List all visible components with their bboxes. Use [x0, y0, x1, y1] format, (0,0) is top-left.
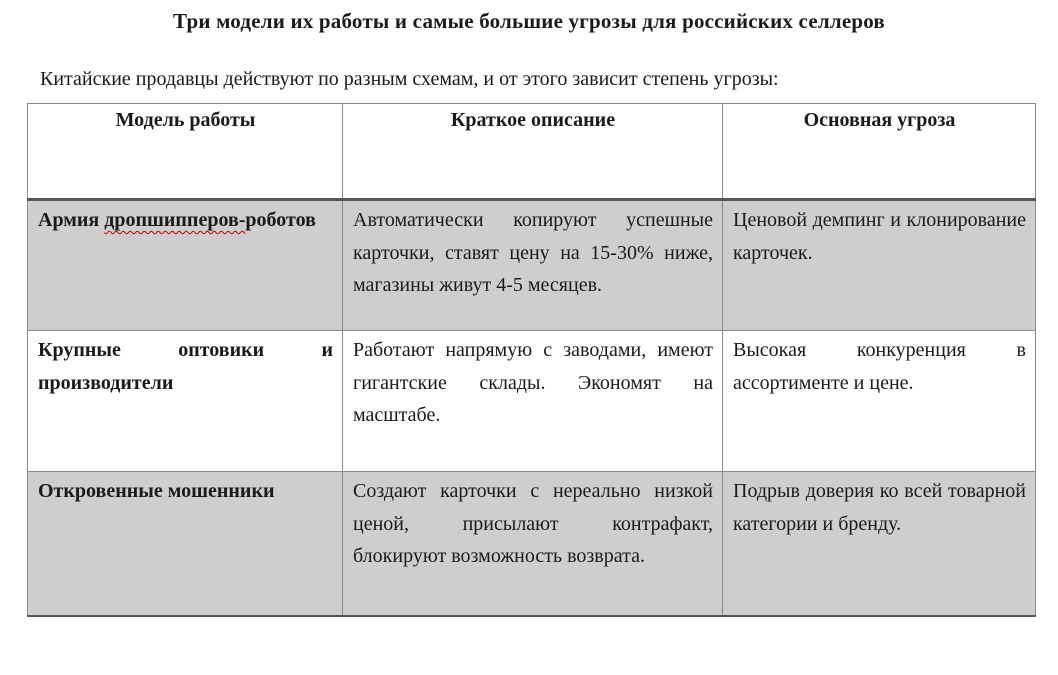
column-header-model: Модель работы [27, 103, 343, 201]
model-cell: Крупные оптовики и производители [27, 330, 343, 472]
table-header-row: Модель работы Краткое описание Основная … [27, 103, 1036, 201]
model-cell: Армия дропшипперов-роботов [27, 199, 343, 331]
model-cell: Откровенные мошенники [27, 471, 343, 617]
misspelled-word: дропшипперов- [104, 209, 246, 231]
work-models-table: Модель работы Краткое описание Основная … [27, 103, 1036, 617]
intro-paragraph: Китайские продавцы действуют по разным с… [40, 68, 779, 90]
threat-cell: Высокая конкуренция в ассортименте и цен… [722, 330, 1036, 472]
table-row-fraudsters: Откровенные мошенники Создают карточки с… [27, 471, 1036, 617]
table-row-wholesalers: Крупные оптовики и производители Работаю… [27, 330, 1036, 472]
description-cell: Автоматически копируют успешные карточки… [342, 199, 723, 331]
column-header-threat: Основная угроза [722, 103, 1036, 201]
threat-cell: Ценовой демпинг и клонирование карточек. [722, 199, 1036, 331]
page-title: Три модели их работы и самые большие угр… [173, 9, 885, 33]
table-row-dropshippers: Армия дропшипперов-роботов Автоматически… [27, 199, 1036, 331]
model-text: роботов [245, 209, 316, 231]
model-text: Армия [38, 209, 100, 231]
column-header-description: Краткое описание [342, 103, 723, 201]
description-cell: Работают напрямую с заводами, имеют гига… [342, 330, 723, 472]
threat-cell: Подрыв доверия ко всей товарной категори… [722, 471, 1036, 617]
description-cell: Создают карточки с нереально низкой цено… [342, 471, 723, 617]
